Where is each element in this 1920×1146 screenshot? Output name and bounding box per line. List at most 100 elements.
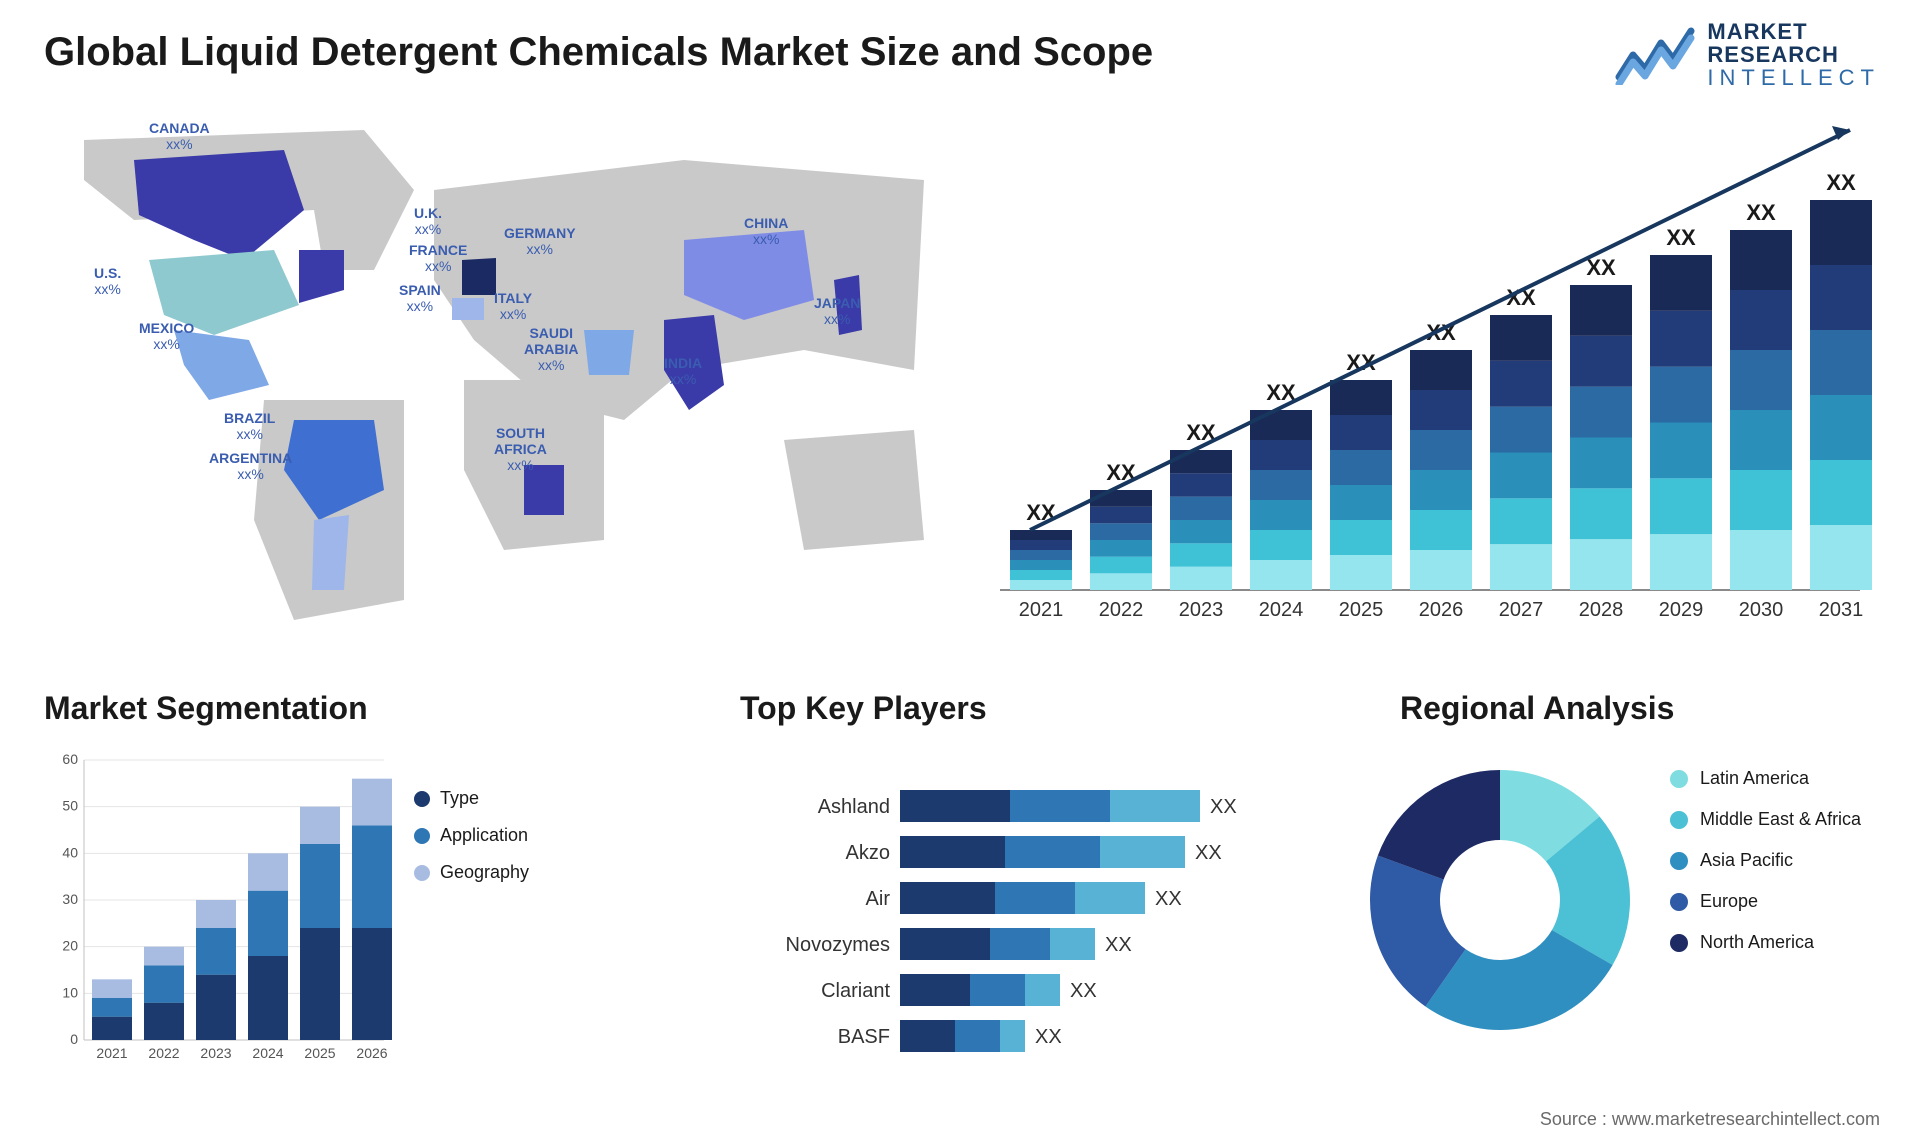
seg-bar-2026-Geography bbox=[352, 779, 392, 826]
map-label-canada: CANADAxx% bbox=[149, 120, 210, 152]
big-bar-2030 bbox=[1730, 470, 1792, 530]
big-bar-2029 bbox=[1650, 423, 1712, 479]
seg-bar-2021-Type bbox=[92, 1017, 132, 1040]
big-bar-2028 bbox=[1570, 539, 1632, 590]
big-bar-2024 bbox=[1250, 560, 1312, 590]
big-bar-2026 bbox=[1410, 550, 1472, 590]
seg-bar-2023-Type bbox=[196, 975, 236, 1040]
big-bar-2026 bbox=[1410, 470, 1472, 510]
reg-legend-middle-east-africa: Middle East & Africa bbox=[1670, 809, 1861, 830]
kp-bar-Ashland bbox=[900, 790, 1010, 822]
svg-text:2026: 2026 bbox=[356, 1045, 387, 1061]
big-bar-2030 bbox=[1730, 410, 1792, 470]
svg-text:2026: 2026 bbox=[1419, 599, 1464, 620]
regional-chart: Latin AmericaMiddle East & AfricaAsia Pa… bbox=[1350, 740, 1880, 1080]
kp-bar-BASF bbox=[900, 1020, 955, 1052]
regional-legend: Latin AmericaMiddle East & AfricaAsia Pa… bbox=[1670, 768, 1861, 973]
svg-text:2022: 2022 bbox=[148, 1045, 179, 1061]
kp-name-air: Air bbox=[740, 888, 890, 911]
svg-text:XX: XX bbox=[1746, 200, 1776, 225]
seg-legend-type: Type bbox=[414, 788, 529, 809]
svg-text:2022: 2022 bbox=[1099, 599, 1144, 620]
kp-bar-Air bbox=[995, 882, 1075, 914]
seg-bar-2024-Geography bbox=[248, 853, 288, 890]
country-usa-east bbox=[299, 250, 344, 303]
big-bar-2031 bbox=[1810, 330, 1872, 395]
big-bar-2029 bbox=[1650, 311, 1712, 367]
big-bar-2031 bbox=[1810, 200, 1872, 265]
map-label-argentina: ARGENTINAxx% bbox=[209, 450, 292, 482]
page-title: Global Liquid Detergent Chemicals Market… bbox=[44, 30, 1153, 75]
seg-bar-2024-Application bbox=[248, 891, 288, 956]
map-label-saudi-arabia: SAUDIARABIAxx% bbox=[524, 325, 578, 373]
big-bar-2028 bbox=[1570, 488, 1632, 539]
big-bar-2027 bbox=[1490, 315, 1552, 361]
kp-value-basf: XX bbox=[1035, 1026, 1062, 1049]
map-label-france: FRANCExx% bbox=[409, 242, 467, 274]
big-bar-2025 bbox=[1330, 555, 1392, 590]
big-bar-2021 bbox=[1010, 560, 1072, 570]
big-bar-2024 bbox=[1250, 500, 1312, 530]
big-bar-2023 bbox=[1170, 473, 1232, 496]
svg-text:2024: 2024 bbox=[252, 1045, 283, 1061]
big-bar-2022 bbox=[1090, 557, 1152, 574]
big-bar-2029 bbox=[1650, 534, 1712, 590]
kp-bar-Akzo bbox=[1005, 836, 1100, 868]
big-bar-2026 bbox=[1410, 510, 1472, 550]
map-label-germany: GERMANYxx% bbox=[504, 225, 576, 257]
big-bar-2030 bbox=[1730, 350, 1792, 410]
seg-bar-2021-Application bbox=[92, 998, 132, 1017]
big-bar-2021 bbox=[1010, 530, 1072, 540]
kp-name-ashland: Ashland bbox=[740, 796, 890, 819]
svg-text:40: 40 bbox=[62, 844, 78, 860]
seg-bar-2023-Geography bbox=[196, 900, 236, 928]
svg-text:XX: XX bbox=[1586, 255, 1616, 280]
seg-bar-2022-Type bbox=[144, 1003, 184, 1040]
big-bar-2027 bbox=[1490, 498, 1552, 544]
kp-bar-Clariant bbox=[900, 974, 970, 1006]
regional-title: Regional Analysis bbox=[1400, 690, 1674, 727]
kp-value-ashland: XX bbox=[1210, 796, 1237, 819]
reg-legend-north-america: North America bbox=[1670, 932, 1861, 953]
big-bar-2025 bbox=[1330, 380, 1392, 415]
reg-legend-latin-america: Latin America bbox=[1670, 768, 1861, 789]
svg-text:2029: 2029 bbox=[1659, 599, 1704, 620]
big-bar-2029 bbox=[1650, 255, 1712, 311]
map-label-japan: JAPANxx% bbox=[814, 295, 860, 327]
svg-text:2027: 2027 bbox=[1499, 599, 1544, 620]
big-bar-2029 bbox=[1650, 478, 1712, 534]
reg-legend-europe: Europe bbox=[1670, 891, 1861, 912]
kp-value-clariant: XX bbox=[1070, 980, 1097, 1003]
big-bar-2022 bbox=[1090, 573, 1152, 590]
seg-bar-2025-Type bbox=[300, 928, 340, 1040]
logo-word-3: INTELLECT bbox=[1707, 66, 1880, 89]
kp-value-akzo: XX bbox=[1195, 842, 1222, 865]
kp-bar-Clariant bbox=[970, 974, 1025, 1006]
seg-bar-2026-Application bbox=[352, 825, 392, 928]
svg-text:0: 0 bbox=[70, 1031, 78, 1047]
big-bar-2023 bbox=[1170, 497, 1232, 520]
big-bar-2027 bbox=[1490, 361, 1552, 407]
map-label-u-k-: U.K.xx% bbox=[414, 205, 442, 237]
seg-bar-2025-Application bbox=[300, 844, 340, 928]
svg-text:60: 60 bbox=[62, 751, 78, 767]
svg-text:2023: 2023 bbox=[1179, 599, 1224, 620]
svg-text:2025: 2025 bbox=[1339, 599, 1384, 620]
big-bar-2028 bbox=[1570, 336, 1632, 387]
big-bar-2030 bbox=[1730, 530, 1792, 590]
big-bar-2028 bbox=[1570, 438, 1632, 489]
big-bar-2023 bbox=[1170, 520, 1232, 543]
kp-name-clariant: Clariant bbox=[740, 980, 890, 1003]
kp-bar-Novozymes bbox=[900, 928, 990, 960]
big-bar-2024 bbox=[1250, 410, 1312, 440]
segmentation-chart: 0102030405060202120222023202420252026 Ty… bbox=[44, 740, 604, 1080]
big-bar-2031 bbox=[1810, 525, 1872, 590]
big-bar-2022 bbox=[1090, 507, 1152, 524]
map-label-india: INDIAxx% bbox=[664, 355, 702, 387]
kp-bar-Air bbox=[1075, 882, 1145, 914]
kp-name-novozymes: Novozymes bbox=[740, 934, 890, 957]
kp-bar-Akzo bbox=[900, 836, 1005, 868]
svg-text:2025: 2025 bbox=[304, 1045, 335, 1061]
kp-value-air: XX bbox=[1155, 888, 1182, 911]
big-bar-2029 bbox=[1650, 367, 1712, 423]
